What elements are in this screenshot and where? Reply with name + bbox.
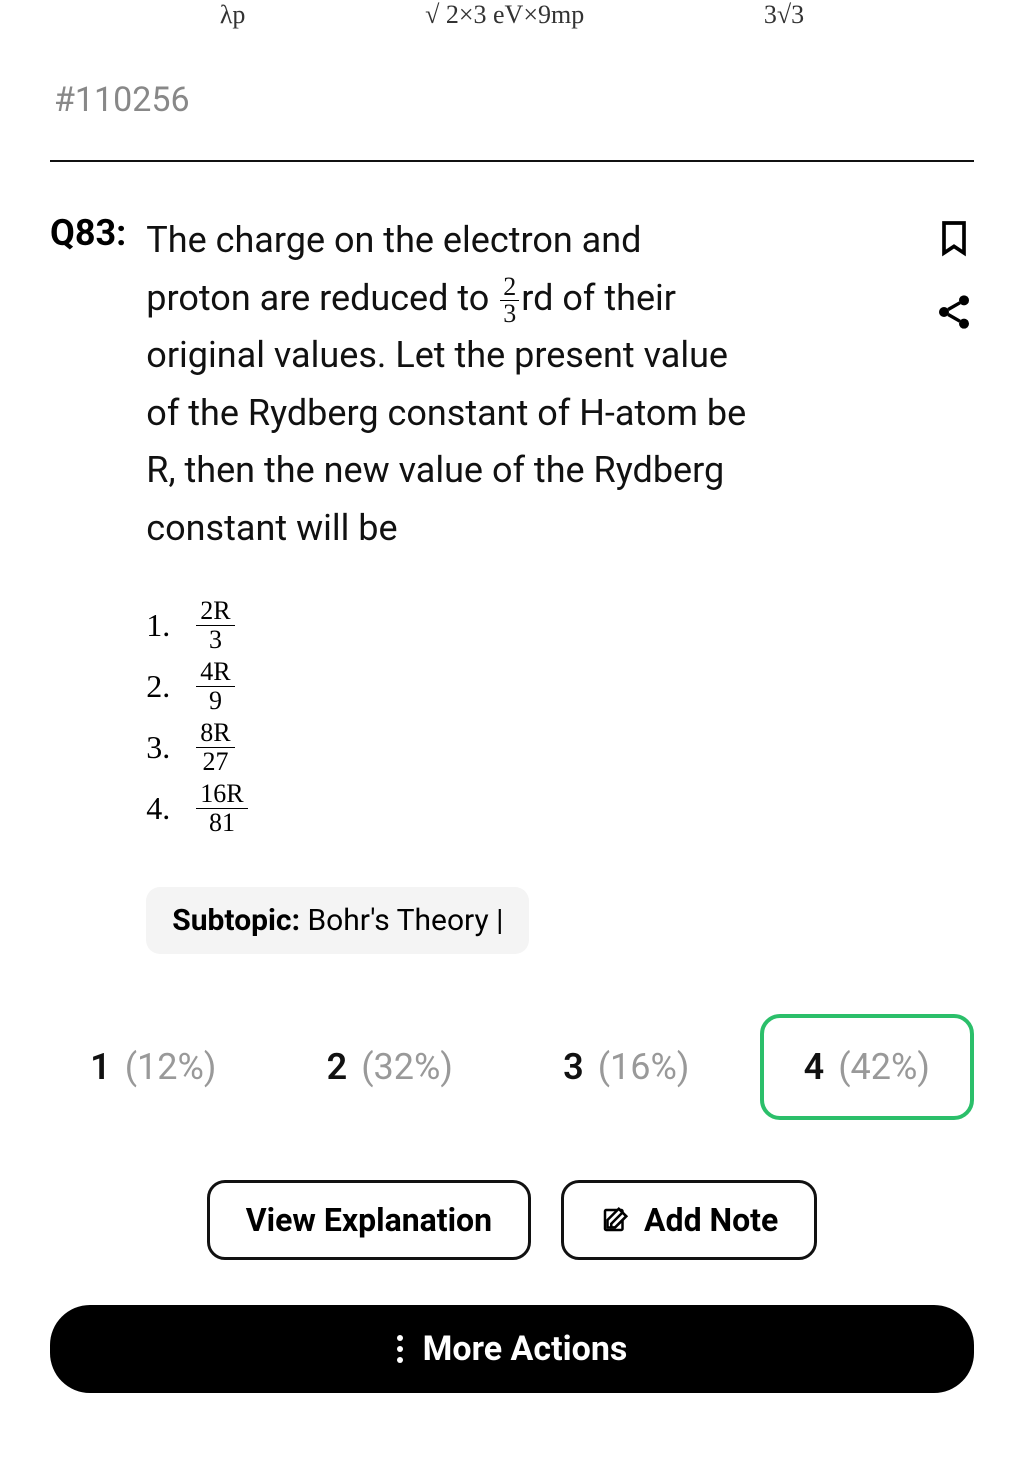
more-icon <box>397 1335 403 1363</box>
answer-choice-1[interactable]: 1 (12%) <box>50 1014 257 1120</box>
question-id: #110256 <box>54 80 974 120</box>
bookmark-icon[interactable] <box>934 218 974 262</box>
question-text: The charge on the electron and proton ar… <box>146 212 746 558</box>
options-list: 1. 2R3 2. 4R9 3. 8R27 4. 16R81 <box>146 598 914 836</box>
share-icon[interactable] <box>934 292 974 336</box>
subtopic-label: Subtopic: <box>172 903 300 938</box>
add-note-button[interactable]: Add Note <box>561 1180 817 1260</box>
divider <box>50 160 974 162</box>
question-block: Q83: The charge on the electron and prot… <box>50 212 974 954</box>
previous-formula-fragment: λp √ 2×3 eV×9mp 3√3 <box>50 0 974 30</box>
frag-c: 3√3 <box>764 0 804 20</box>
question-label: Q83: <box>50 212 126 254</box>
subtopic-pill: Subtopic: Bohr's Theory | <box>146 887 529 954</box>
answer-choice-3[interactable]: 3 (16%) <box>523 1014 730 1120</box>
subtopic-value: Bohr's Theory | <box>300 903 503 938</box>
option-3: 3. 8R27 <box>146 720 914 775</box>
frag-a: λp <box>220 0 246 20</box>
answer-choice-2[interactable]: 2 (32%) <box>287 1014 494 1120</box>
option-1: 1. 2R3 <box>146 598 914 653</box>
answer-choice-4[interactable]: 4 (42%) <box>760 1014 975 1120</box>
view-explanation-button[interactable]: View Explanation <box>207 1180 531 1260</box>
option-4: 4. 16R81 <box>146 781 914 836</box>
more-actions-button[interactable]: More Actions <box>50 1305 974 1393</box>
frag-b: √ 2×3 eV×9mp <box>425 0 584 20</box>
note-icon <box>600 1205 630 1235</box>
answer-choices: 1 (12%) 2 (32%) 3 (16%) 4 (42%) <box>50 1014 974 1120</box>
option-2: 2. 4R9 <box>146 659 914 714</box>
